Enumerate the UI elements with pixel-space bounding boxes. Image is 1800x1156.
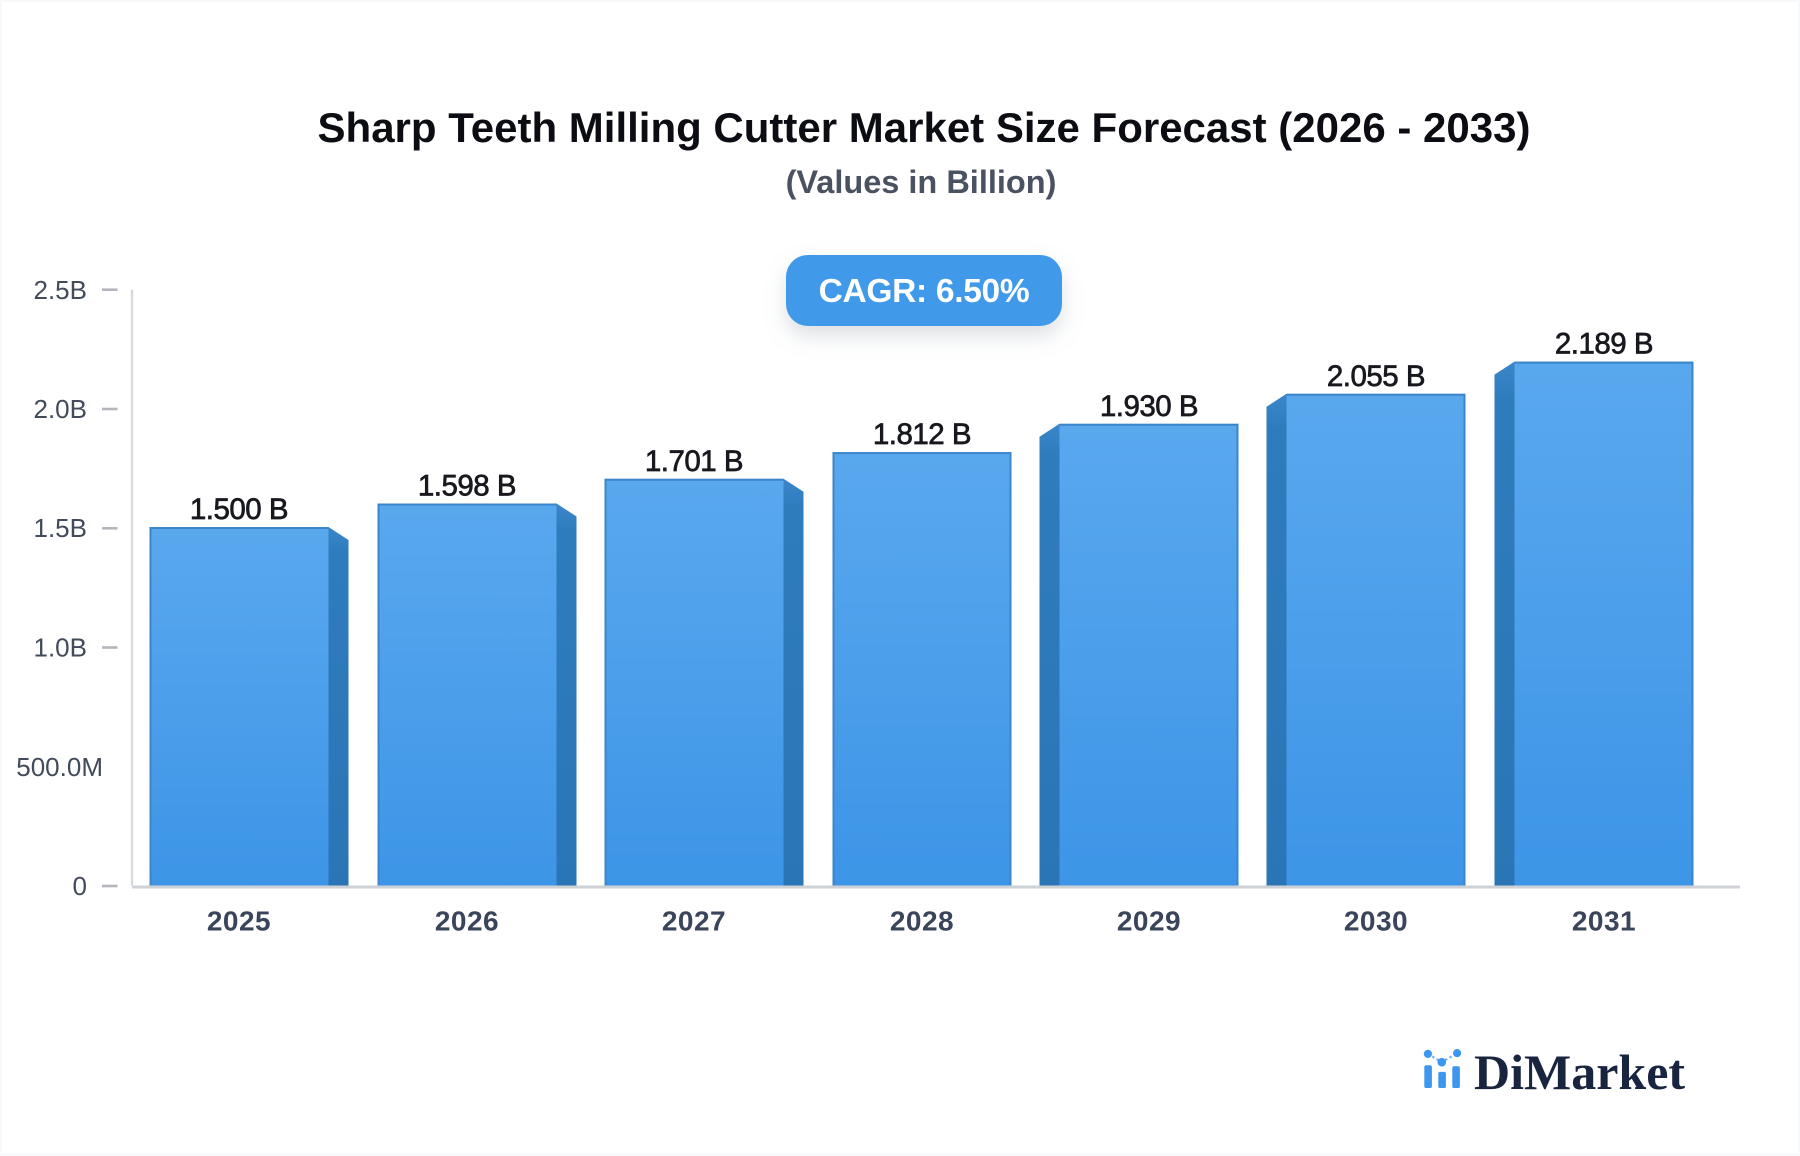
svg-text:500.0M: 500.0M (16, 752, 103, 782)
svg-text:2025: 2025 (207, 906, 271, 937)
svg-text:1.701 B: 1.701 B (645, 445, 743, 478)
svg-text:Sharp Teeth Milling Cutter Mar: Sharp Teeth Milling Cutter Market Size F… (318, 104, 1531, 151)
svg-text:0: 0 (73, 871, 87, 901)
svg-text:2026: 2026 (435, 906, 499, 937)
svg-text:2.0B: 2.0B (34, 394, 88, 424)
svg-text:1.930 B: 1.930 B (1100, 390, 1198, 423)
svg-text:DiMarket: DiMarket (1474, 1044, 1685, 1100)
svg-text:2027: 2027 (662, 906, 726, 937)
svg-text:2031: 2031 (1572, 906, 1636, 937)
svg-text:1.5B: 1.5B (34, 513, 88, 543)
svg-text:2028: 2028 (890, 906, 954, 937)
svg-text:(Values in Billion): (Values in Billion) (786, 164, 1057, 200)
svg-text:2029: 2029 (1117, 906, 1181, 937)
svg-text:1.0B: 1.0B (34, 633, 88, 663)
svg-text:2030: 2030 (1344, 906, 1408, 937)
svg-text:2.055 B: 2.055 B (1327, 360, 1425, 393)
svg-text:1.598 B: 1.598 B (418, 470, 516, 503)
svg-text:2.5B: 2.5B (34, 275, 88, 305)
svg-text:2.189 B: 2.189 B (1555, 328, 1653, 361)
svg-text:CAGR: 6.50%: CAGR: 6.50% (819, 273, 1030, 310)
svg-text:1.812 B: 1.812 B (873, 418, 971, 451)
svg-text:1.500 B: 1.500 B (190, 493, 288, 526)
